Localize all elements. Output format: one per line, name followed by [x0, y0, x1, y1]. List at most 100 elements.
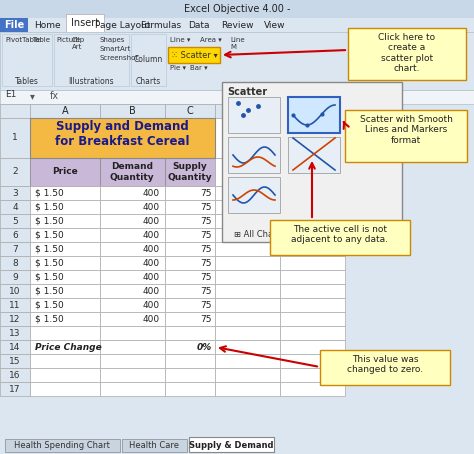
Bar	[100, 256, 165, 270]
Bar	[280, 186, 345, 200]
Bar	[280, 284, 345, 298]
Text: Insert: Insert	[71, 18, 99, 28]
Text: $ 1.50: $ 1.50	[35, 188, 64, 197]
Bar	[165, 298, 215, 312]
Text: Area ▾: Area ▾	[200, 37, 222, 43]
Bar	[0, 104, 30, 118]
Text: 400: 400	[143, 286, 160, 296]
Text: Line ▾: Line ▾	[170, 37, 191, 43]
Text: 9: 9	[12, 272, 18, 281]
Text: Shapes: Shapes	[100, 37, 126, 43]
Text: 0%: 0%	[197, 342, 212, 351]
Text: Charts: Charts	[136, 78, 161, 87]
Text: 6: 6	[12, 231, 18, 240]
Bar	[100, 340, 165, 354]
Bar	[345, 110, 467, 162]
Bar	[165, 158, 215, 186]
Bar	[215, 118, 280, 158]
Text: Tables: Tables	[15, 78, 39, 87]
Text: 17: 17	[9, 385, 21, 394]
Bar	[280, 312, 345, 326]
Bar	[100, 214, 165, 228]
Bar	[30, 368, 100, 382]
Text: $ 1.50: $ 1.50	[35, 217, 64, 226]
Bar	[0, 200, 30, 214]
Bar	[280, 242, 345, 256]
Bar	[215, 326, 280, 340]
Bar	[0, 228, 30, 242]
Text: Review: Review	[221, 20, 253, 30]
Bar	[30, 354, 100, 368]
Text: 400: 400	[143, 258, 160, 267]
Bar	[0, 382, 30, 396]
Text: Illustrations: Illustrations	[68, 78, 114, 87]
Bar	[280, 354, 345, 368]
Bar	[30, 228, 100, 242]
Text: 14: 14	[9, 342, 21, 351]
Bar	[122, 439, 187, 452]
Text: E1: E1	[5, 90, 17, 99]
Text: 4: 4	[12, 202, 18, 212]
Bar	[30, 214, 100, 228]
Text: 16: 16	[9, 370, 21, 380]
Text: Table: Table	[32, 37, 50, 43]
Text: Page Layout: Page Layout	[95, 20, 151, 30]
Bar	[30, 298, 100, 312]
Text: fx: fx	[50, 91, 59, 101]
Text: B: B	[128, 106, 136, 116]
Bar	[0, 354, 30, 368]
Bar	[30, 270, 100, 284]
Bar	[165, 214, 215, 228]
Text: $ 1.50: $ 1.50	[35, 301, 64, 310]
Text: Clip
Art: Clip Art	[72, 37, 85, 50]
Bar	[5, 439, 120, 452]
Text: Demand
Quantity: Demand Quantity	[109, 162, 155, 182]
Text: Picture: Picture	[56, 37, 80, 43]
Text: 400: 400	[143, 245, 160, 253]
Text: 75: 75	[201, 217, 212, 226]
Text: D: D	[243, 106, 251, 116]
Text: ⁙ Scatter ▾: ⁙ Scatter ▾	[171, 50, 218, 59]
Bar	[30, 326, 100, 340]
Text: 5: 5	[12, 217, 18, 226]
Bar	[165, 228, 215, 242]
Text: Click here to
create a
scatter plot
chart.: Click here to create a scatter plot char…	[378, 33, 436, 73]
Bar	[189, 437, 274, 452]
Bar	[215, 200, 280, 214]
Bar	[100, 326, 165, 340]
Text: 10: 10	[9, 286, 21, 296]
Bar	[215, 242, 280, 256]
Bar	[100, 228, 165, 242]
Text: PivotTable: PivotTable	[5, 37, 40, 43]
Text: Home: Home	[34, 20, 60, 30]
Bar	[0, 186, 30, 200]
Bar	[0, 214, 30, 228]
Bar	[100, 382, 165, 396]
Bar	[215, 284, 280, 298]
Text: 12: 12	[9, 315, 21, 324]
Bar	[165, 186, 215, 200]
Bar	[215, 104, 280, 118]
Bar	[0, 118, 30, 158]
Bar	[215, 382, 280, 396]
Bar	[0, 90, 474, 104]
Text: View: View	[264, 20, 286, 30]
Bar	[165, 256, 215, 270]
Bar	[30, 158, 100, 186]
Bar	[215, 354, 280, 368]
Bar	[0, 284, 30, 298]
Text: Supply & Demand: Supply & Demand	[189, 440, 273, 449]
Text: Line
M: Line M	[230, 37, 245, 50]
Bar	[0, 326, 30, 340]
Bar	[30, 284, 100, 298]
Text: Column: Column	[133, 55, 163, 64]
Bar	[280, 158, 345, 186]
Bar	[165, 312, 215, 326]
Bar	[30, 312, 100, 326]
Bar	[100, 158, 165, 186]
Bar	[222, 82, 402, 242]
Text: Screenshot: Screenshot	[100, 55, 139, 61]
Text: $ 1.50: $ 1.50	[35, 245, 64, 253]
Text: File: File	[4, 20, 24, 30]
Bar	[215, 270, 280, 284]
